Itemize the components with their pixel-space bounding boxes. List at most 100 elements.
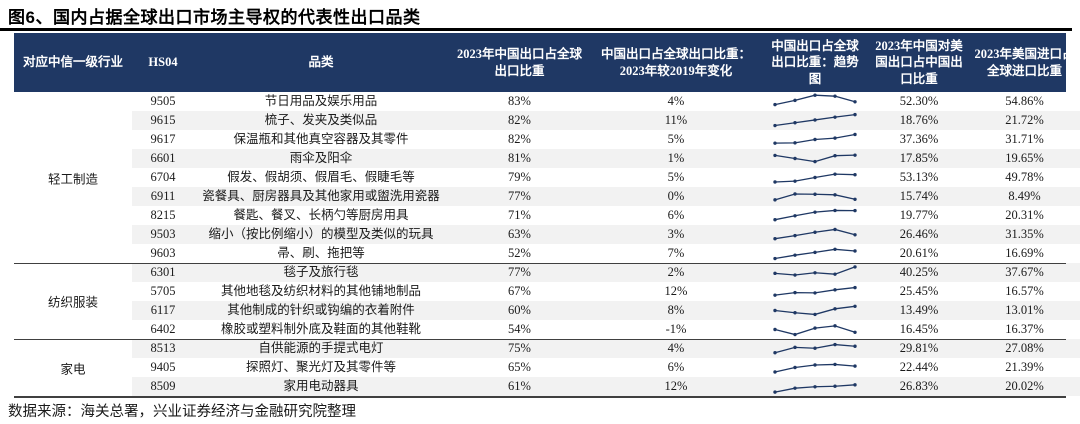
us-import-share: 31.71%: [1005, 132, 1044, 146]
category-name: 橡胶或塑料制外底及鞋面的其他鞋靴: [220, 322, 421, 336]
table-row: 8513 自供能源的手提式电灯 75% 4% 29.81% 27.08%: [14, 339, 1080, 358]
table-row: 9615 梳子、发夹及类似品 82% 11% 18.76% 21.72%: [14, 111, 1080, 130]
header-us-export-share: 2023年中国对美国出口占中国出口比重: [875, 39, 963, 86]
us-export-share: 29.81%: [869, 339, 969, 358]
trend-sparkline: [773, 304, 857, 317]
industry-cell: [14, 92, 132, 111]
trend-cell: [761, 168, 869, 187]
industry-cell: [14, 111, 132, 130]
trend-cell: [761, 206, 869, 225]
table-row: 9503 缩小（按比例缩小）的模型及类似的玩具 63% 3% 26.46% 31.35%: [14, 225, 1080, 244]
category-name: 梳子、发夹及类似品: [194, 111, 448, 130]
category-name: 假发、假胡须、假眉毛、假睫毛等: [227, 170, 415, 184]
category-name: 节日用品及娱乐用品: [264, 94, 378, 108]
global-share-2023: 81%: [448, 149, 591, 168]
trend-sparkline: [773, 112, 857, 128]
us-import-share: 20.31%: [1005, 208, 1044, 222]
trend-sparkline: [773, 132, 857, 145]
trend-cell: [761, 301, 869, 320]
global-share-2023: 67%: [508, 284, 531, 298]
us-export-share: 25.45%: [899, 284, 939, 298]
hs04-code: 9617: [150, 132, 176, 146]
group-separator-line: [14, 396, 1066, 398]
hs04-code: 6704: [150, 170, 176, 184]
us-export-share: 26.83%: [869, 377, 969, 396]
category-name: 其他制成的针织或钩编的衣着附件: [194, 301, 448, 320]
us-import-share: 31.35%: [969, 225, 1080, 244]
industry-cell: [14, 263, 132, 282]
trend-sparkline: [773, 192, 857, 202]
hs04-code: 9405: [150, 360, 176, 374]
header-category: 品类: [308, 55, 334, 70]
share-change-2019-2023: 1%: [591, 149, 761, 168]
industry-group-label: 纺织服装: [47, 295, 98, 310]
trend-sparkline: [773, 172, 857, 184]
industry-cell: [14, 339, 132, 358]
us-export-share: 19.77%: [899, 208, 939, 222]
us-import-share: 19.65%: [969, 149, 1080, 168]
category-name: 家用电动器具: [194, 377, 448, 396]
industry-cell: [14, 320, 132, 339]
category-name: 雨伞及阳伞: [194, 149, 448, 168]
share-change-2019-2023: 4%: [591, 339, 761, 358]
share-change-2019-2023: 5%: [667, 170, 685, 184]
hs04-code: 5705: [150, 284, 176, 298]
us-import-share: 16.37%: [1005, 322, 1044, 336]
trend-cell: [761, 187, 869, 206]
group-separator-line: [14, 263, 1066, 264]
industry-cell: [14, 206, 132, 225]
table-row: 9505 节日用品及娱乐用品 83% 4% 52.30% 54.86%: [14, 92, 1066, 111]
table-row: 6704 假发、假胡须、假眉毛、假睫毛等 79% 5% 53.13% 49.78%: [14, 168, 1066, 187]
hs04-code: 8215: [150, 208, 176, 222]
trend-cell: [761, 111, 869, 130]
category-name: 瓷餐具、厨房器具及其他家用或盥洗用瓷器: [194, 187, 448, 206]
table-row: 6601 雨伞及阳伞 81% 1% 17.85% 19.65%: [14, 149, 1080, 168]
title-underline: [0, 28, 1072, 31]
trend-sparkline: [773, 153, 857, 164]
trend-cell: [761, 377, 869, 396]
table-row: 9617 保温瓶和其他真空容器及其零件 82% 5% 37.36% 31.71%: [14, 130, 1066, 149]
hs04-code: 9615: [132, 111, 194, 130]
global-share-2023: 54%: [508, 322, 531, 336]
table-row: 8509 家用电动器具 61% 12% 26.83% 20.02%: [14, 377, 1080, 396]
us-export-share: 15.74%: [869, 187, 969, 206]
category-name: 自供能源的手提式电灯: [194, 339, 448, 358]
us-import-share: 37.67%: [969, 263, 1080, 282]
category-name: 保温瓶和其他真空容器及其零件: [233, 132, 409, 146]
us-export-share: 40.25%: [869, 263, 969, 282]
header-global-share: 2023年中国出口占全球出口比重: [456, 47, 582, 78]
table-row: 6911 瓷餐具、厨房器具及其他家用或盥洗用瓷器 77% 0% 15.74% 8.49%: [14, 187, 1080, 206]
share-change-2019-2023: 2%: [591, 263, 761, 282]
industry-cell: [14, 149, 132, 168]
share-change-2019-2023: 11%: [591, 111, 761, 130]
table-body: 9505 节日用品及娱乐用品 83% 4% 52.30% 54.86% 9615 梳子、发夹及…: [14, 92, 1080, 398]
trend-cell: [761, 320, 869, 339]
trend-cell: [761, 339, 869, 358]
trend-cell: [761, 225, 869, 244]
hs04-code: 6911: [132, 187, 194, 206]
trend-cell: [761, 130, 869, 149]
us-import-share: 8.49%: [969, 187, 1080, 206]
us-import-share: 27.08%: [969, 339, 1080, 358]
trend-cell: [761, 263, 869, 282]
hs04-code: 9505: [150, 94, 176, 108]
trend-sparkline: [773, 208, 857, 222]
us-export-share: 22.44%: [899, 360, 939, 374]
us-import-share: 13.01%: [969, 301, 1080, 320]
category-name: 帚、刷、拖把等: [277, 246, 365, 260]
hs04-code: 6301: [132, 263, 194, 282]
us-export-share: 17.85%: [869, 149, 969, 168]
share-change-2019-2023: 6%: [667, 208, 685, 222]
category-name: 餐匙、餐叉、长柄勺等厨房用具: [233, 208, 409, 222]
hs04-code: 9603: [150, 246, 176, 260]
industry-cell: [14, 225, 132, 244]
global-share-2023: 77%: [448, 187, 591, 206]
trend-sparkline: [773, 285, 857, 297]
industry-cell: [14, 244, 132, 263]
figure-title: 图6、国内占据全球出口市场主导权的代表性出口品类: [8, 8, 421, 27]
header-us-import-share: 2023年美国进口占全球进口比重: [974, 47, 1075, 78]
global-share-2023: 63%: [448, 225, 591, 244]
global-share-2023: 61%: [448, 377, 591, 396]
industry-group-label: 轻工制造: [47, 172, 98, 186]
industry-cell: [14, 377, 132, 396]
